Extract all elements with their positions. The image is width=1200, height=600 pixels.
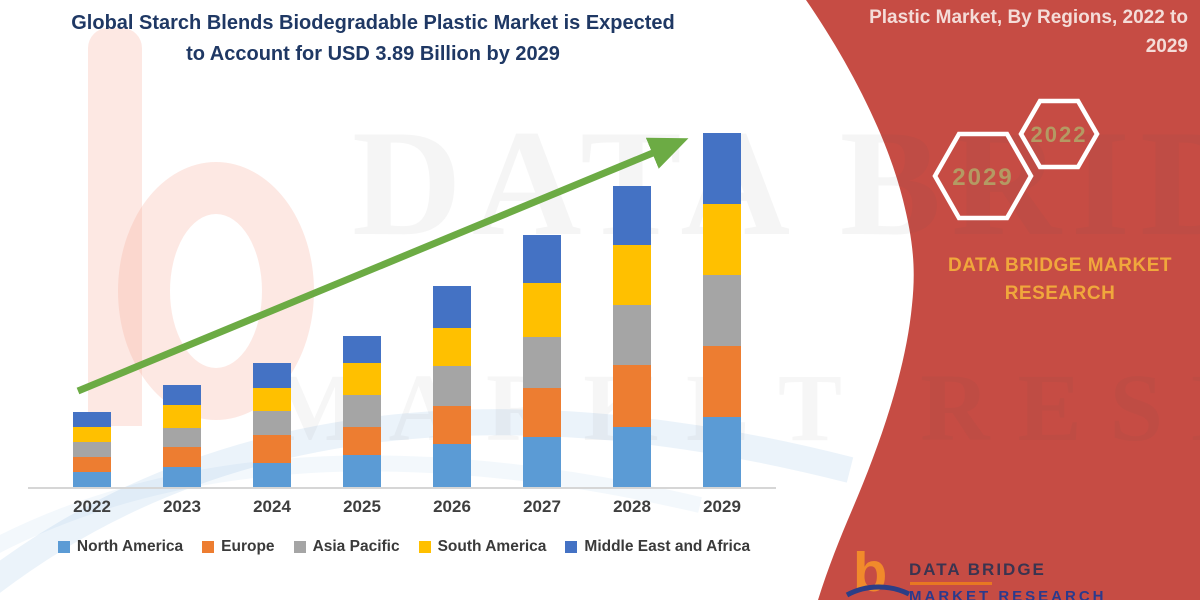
bar-2024-segment-middle-east-and-africa[interactable] bbox=[253, 363, 291, 388]
bar-2028-segment-europe[interactable] bbox=[613, 365, 651, 427]
stacked-bar-plot: 2022 2023 2024 2025 2026 2027 2028 2029 bbox=[40, 98, 780, 516]
band-heading: Plastic Market, By Regions, 2022 to 2029 bbox=[788, 4, 1188, 61]
bar-2022[interactable] bbox=[73, 412, 111, 487]
legend-swatch-middle-east-and-africa bbox=[565, 541, 578, 553]
hexagon-2022-label: 2022 bbox=[1031, 122, 1088, 147]
bar-2024-segment-north-america[interactable] bbox=[253, 463, 291, 487]
brand-wordmark: DATA BRIDGE MARKET RESEARCH bbox=[915, 252, 1200, 307]
bar-2027-segment-north-america[interactable] bbox=[523, 437, 561, 487]
legend: North America Europe Asia Pacific South Ame… bbox=[18, 538, 790, 556]
bar-2023[interactable] bbox=[163, 385, 201, 487]
chart-title: Global Starch Blends Biodegradable Plast… bbox=[28, 8, 718, 70]
bar-2027-segment-asia-pacific[interactable] bbox=[523, 337, 561, 388]
x-axis-line bbox=[28, 487, 776, 489]
x-tick-label-2022: 2022 bbox=[73, 497, 111, 516]
footer-cropped-line: MARKET RESEARCH bbox=[909, 588, 1107, 600]
hexagon-2029 bbox=[932, 131, 1034, 221]
bar-2029[interactable] bbox=[703, 133, 741, 487]
footer-underline bbox=[910, 582, 992, 585]
bar-2025-segment-south-america[interactable] bbox=[343, 363, 381, 395]
bar-2026[interactable] bbox=[433, 286, 471, 487]
bar-2028-segment-south-america[interactable] bbox=[613, 245, 651, 305]
bar-2029-segment-europe[interactable] bbox=[703, 346, 741, 417]
bar-2027[interactable] bbox=[523, 235, 561, 487]
bar-2029-segment-middle-east-and-africa[interactable] bbox=[703, 133, 741, 204]
legend-label-middle-east-and-africa: Middle East and Africa bbox=[584, 538, 751, 555]
legend-swatch-south-america bbox=[418, 541, 431, 553]
bar-2022-segment-north-america[interactable] bbox=[73, 472, 111, 487]
bar-2023-segment-asia-pacific[interactable] bbox=[163, 428, 201, 447]
legend-swatch-europe bbox=[202, 541, 215, 553]
bar-2025-segment-europe[interactable] bbox=[343, 427, 381, 455]
bar-2025-segment-north-america[interactable] bbox=[343, 455, 381, 487]
footer-brand-name: DATA BRIDGE bbox=[909, 560, 1046, 579]
bar-2022-segment-middle-east-and-africa[interactable] bbox=[73, 412, 111, 427]
bar-2028[interactable] bbox=[613, 186, 651, 487]
legend-item-europe[interactable]: Europe bbox=[202, 538, 275, 556]
bar-2022-segment-asia-pacific[interactable] bbox=[73, 442, 111, 457]
brand-wordmark-line2: RESEARCH bbox=[1004, 282, 1116, 304]
legend-item-middle-east-and-africa[interactable]: Middle East and Africa bbox=[565, 538, 750, 556]
bar-2026-segment-north-america[interactable] bbox=[433, 444, 471, 487]
legend-label-north-america: North America bbox=[76, 538, 184, 555]
bar-2026-segment-middle-east-and-africa[interactable] bbox=[433, 286, 471, 328]
bar-2023-segment-middle-east-and-africa[interactable] bbox=[163, 385, 201, 405]
band-heading-line2: 2029 bbox=[1145, 35, 1188, 57]
bar-2026-segment-asia-pacific[interactable] bbox=[433, 366, 471, 406]
bar-2029-segment-north-america[interactable] bbox=[703, 417, 741, 487]
bar-2025-segment-middle-east-and-africa[interactable] bbox=[343, 336, 381, 363]
x-tick-label-2027: 2027 bbox=[523, 497, 561, 516]
chart-title-line2: to Account for USD 3.89 Billion by 2029 bbox=[186, 43, 560, 65]
footer-swoosh-icon bbox=[845, 584, 911, 598]
bar-2024-segment-asia-pacific[interactable] bbox=[253, 411, 291, 435]
legend-label-south-america: South America bbox=[437, 538, 547, 555]
x-tick-label-2028: 2028 bbox=[613, 497, 651, 516]
chart-title-line1: Global Starch Blends Biodegradable Plast… bbox=[71, 12, 675, 34]
bar-2029-segment-south-america[interactable] bbox=[703, 204, 741, 275]
x-tick-label-2023: 2023 bbox=[163, 497, 201, 516]
bar-2027-segment-europe[interactable] bbox=[523, 388, 561, 437]
legend-label-asia-pacific: Asia Pacific bbox=[312, 538, 400, 555]
legend-label-europe: Europe bbox=[221, 538, 275, 555]
legend-item-north-america[interactable]: North America bbox=[57, 538, 184, 556]
brand-wordmark-line1: DATA BRIDGE MARKET bbox=[948, 255, 1172, 276]
bar-2024[interactable] bbox=[253, 363, 291, 487]
legend-item-south-america[interactable]: South America bbox=[418, 538, 547, 556]
x-tick-label-2024: 2024 bbox=[253, 497, 291, 516]
x-tick-label-2029: 2029 bbox=[703, 497, 741, 516]
bar-2022-segment-south-america[interactable] bbox=[73, 427, 111, 442]
hexagon-2022 bbox=[1018, 98, 1100, 170]
bar-2027-segment-middle-east-and-africa[interactable] bbox=[523, 235, 561, 283]
legend-item-asia-pacific[interactable]: Asia Pacific bbox=[293, 538, 400, 556]
bar-2028-segment-asia-pacific[interactable] bbox=[613, 305, 651, 365]
bar-2024-segment-south-america[interactable] bbox=[253, 388, 291, 411]
bar-2026-segment-europe[interactable] bbox=[433, 406, 471, 444]
bar-2025-segment-asia-pacific[interactable] bbox=[343, 395, 381, 427]
band-heading-line1: Plastic Market, By Regions, 2022 to bbox=[869, 7, 1188, 28]
bar-2024-segment-europe[interactable] bbox=[253, 435, 291, 463]
bar-2022-segment-europe[interactable] bbox=[73, 457, 111, 472]
hexagon-2029-label: 2029 bbox=[952, 164, 1013, 191]
bar-2023-segment-south-america[interactable] bbox=[163, 405, 201, 428]
hexagon-badges: 2029 2022 bbox=[932, 98, 1100, 221]
bar-2029-segment-asia-pacific[interactable] bbox=[703, 275, 741, 346]
footer-logo: b DATA BRIDGE MARKET RESEARCH bbox=[845, 551, 1125, 600]
bar-2026-segment-south-america[interactable] bbox=[433, 328, 471, 366]
bar-2023-segment-europe[interactable] bbox=[163, 447, 201, 467]
legend-swatch-north-america bbox=[57, 541, 70, 553]
bar-2028-segment-middle-east-and-africa[interactable] bbox=[613, 186, 651, 245]
x-tick-label-2025: 2025 bbox=[343, 497, 381, 516]
bar-2023-segment-north-america[interactable] bbox=[163, 467, 201, 487]
bar-2027-segment-south-america[interactable] bbox=[523, 283, 561, 337]
bar-2025[interactable] bbox=[343, 336, 381, 487]
bar-2028-segment-north-america[interactable] bbox=[613, 427, 651, 487]
legend-swatch-asia-pacific bbox=[293, 541, 306, 553]
x-tick-label-2026: 2026 bbox=[433, 497, 471, 516]
